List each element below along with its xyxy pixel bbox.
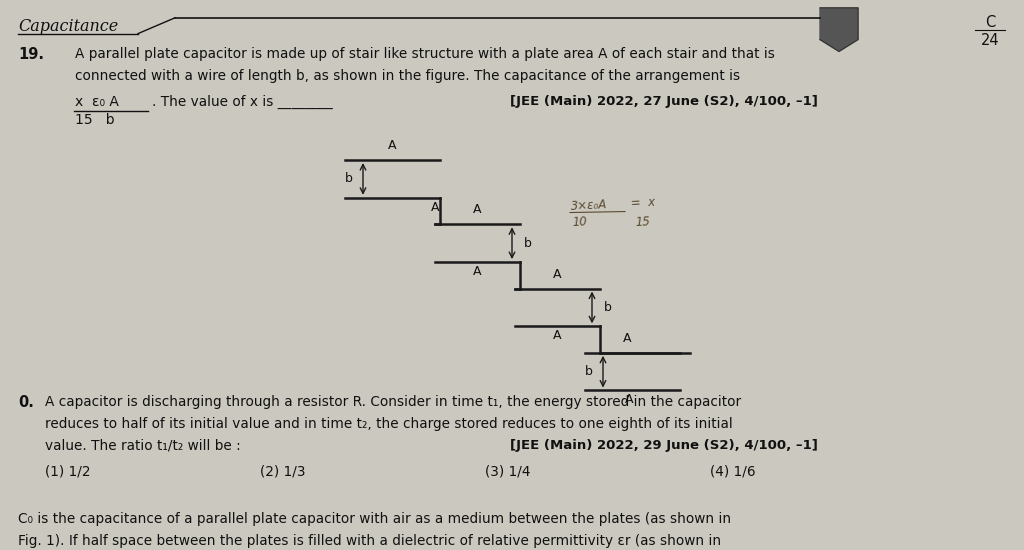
Text: A parallel plate capacitor is made up of stair like structure with a plate area : A parallel plate capacitor is made up of…: [75, 47, 775, 62]
Text: (4) 1/6: (4) 1/6: [710, 465, 756, 478]
Text: b: b: [345, 173, 353, 185]
Text: 3×ε₀A: 3×ε₀A: [570, 197, 607, 213]
Text: C₀ is the capacitance of a parallel plate capacitor with air as a medium between: C₀ is the capacitance of a parallel plat…: [18, 512, 731, 526]
Text: A: A: [388, 139, 396, 152]
Text: [JEE (Main) 2022, 27 June (S2), 4/100, –1]: [JEE (Main) 2022, 27 June (S2), 4/100, –…: [510, 95, 818, 108]
Text: Capacitance: Capacitance: [18, 18, 118, 35]
Text: =  x: = x: [630, 196, 655, 210]
Text: A: A: [473, 265, 481, 278]
Text: A: A: [431, 201, 439, 213]
Text: 24: 24: [981, 32, 999, 48]
Text: 15   b: 15 b: [75, 113, 115, 127]
Text: [JEE (Main) 2022, 29 June (S2), 4/100, –1]: [JEE (Main) 2022, 29 June (S2), 4/100, –…: [510, 439, 818, 452]
Text: A: A: [553, 268, 561, 280]
Text: value. The ratio t₁/t₂ will be :: value. The ratio t₁/t₂ will be :: [45, 439, 241, 453]
Text: 19.: 19.: [18, 47, 44, 63]
Text: (2) 1/3: (2) 1/3: [260, 465, 305, 478]
Text: . The value of x is ________: . The value of x is ________: [152, 95, 333, 109]
Text: A: A: [625, 393, 633, 406]
Text: A: A: [553, 329, 561, 342]
Text: connected with a wire of length b, as shown in the figure. The capacitance of th: connected with a wire of length b, as sh…: [75, 69, 740, 83]
Text: C: C: [985, 15, 995, 30]
Text: b: b: [524, 236, 531, 250]
Text: A capacitor is discharging through a resistor R. Consider in time t₁, the energy: A capacitor is discharging through a res…: [45, 395, 741, 409]
Text: Fig. 1). If half space between the plates is filled with a dielectric of relativ: Fig. 1). If half space between the plate…: [18, 534, 721, 548]
Text: b: b: [604, 301, 612, 314]
Text: A: A: [473, 204, 481, 217]
Polygon shape: [820, 8, 858, 51]
Text: 10: 10: [572, 216, 588, 229]
Text: (3) 1/4: (3) 1/4: [485, 465, 530, 478]
Text: (1) 1/2: (1) 1/2: [45, 465, 90, 478]
Text: 0.: 0.: [18, 395, 34, 410]
Text: 15: 15: [635, 216, 650, 229]
Text: reduces to half of its initial value and in time t₂, the charge stored reduces t: reduces to half of its initial value and…: [45, 417, 733, 431]
Text: A: A: [623, 332, 631, 345]
Text: b: b: [585, 365, 593, 378]
Text: x  ε₀ A: x ε₀ A: [75, 95, 119, 109]
